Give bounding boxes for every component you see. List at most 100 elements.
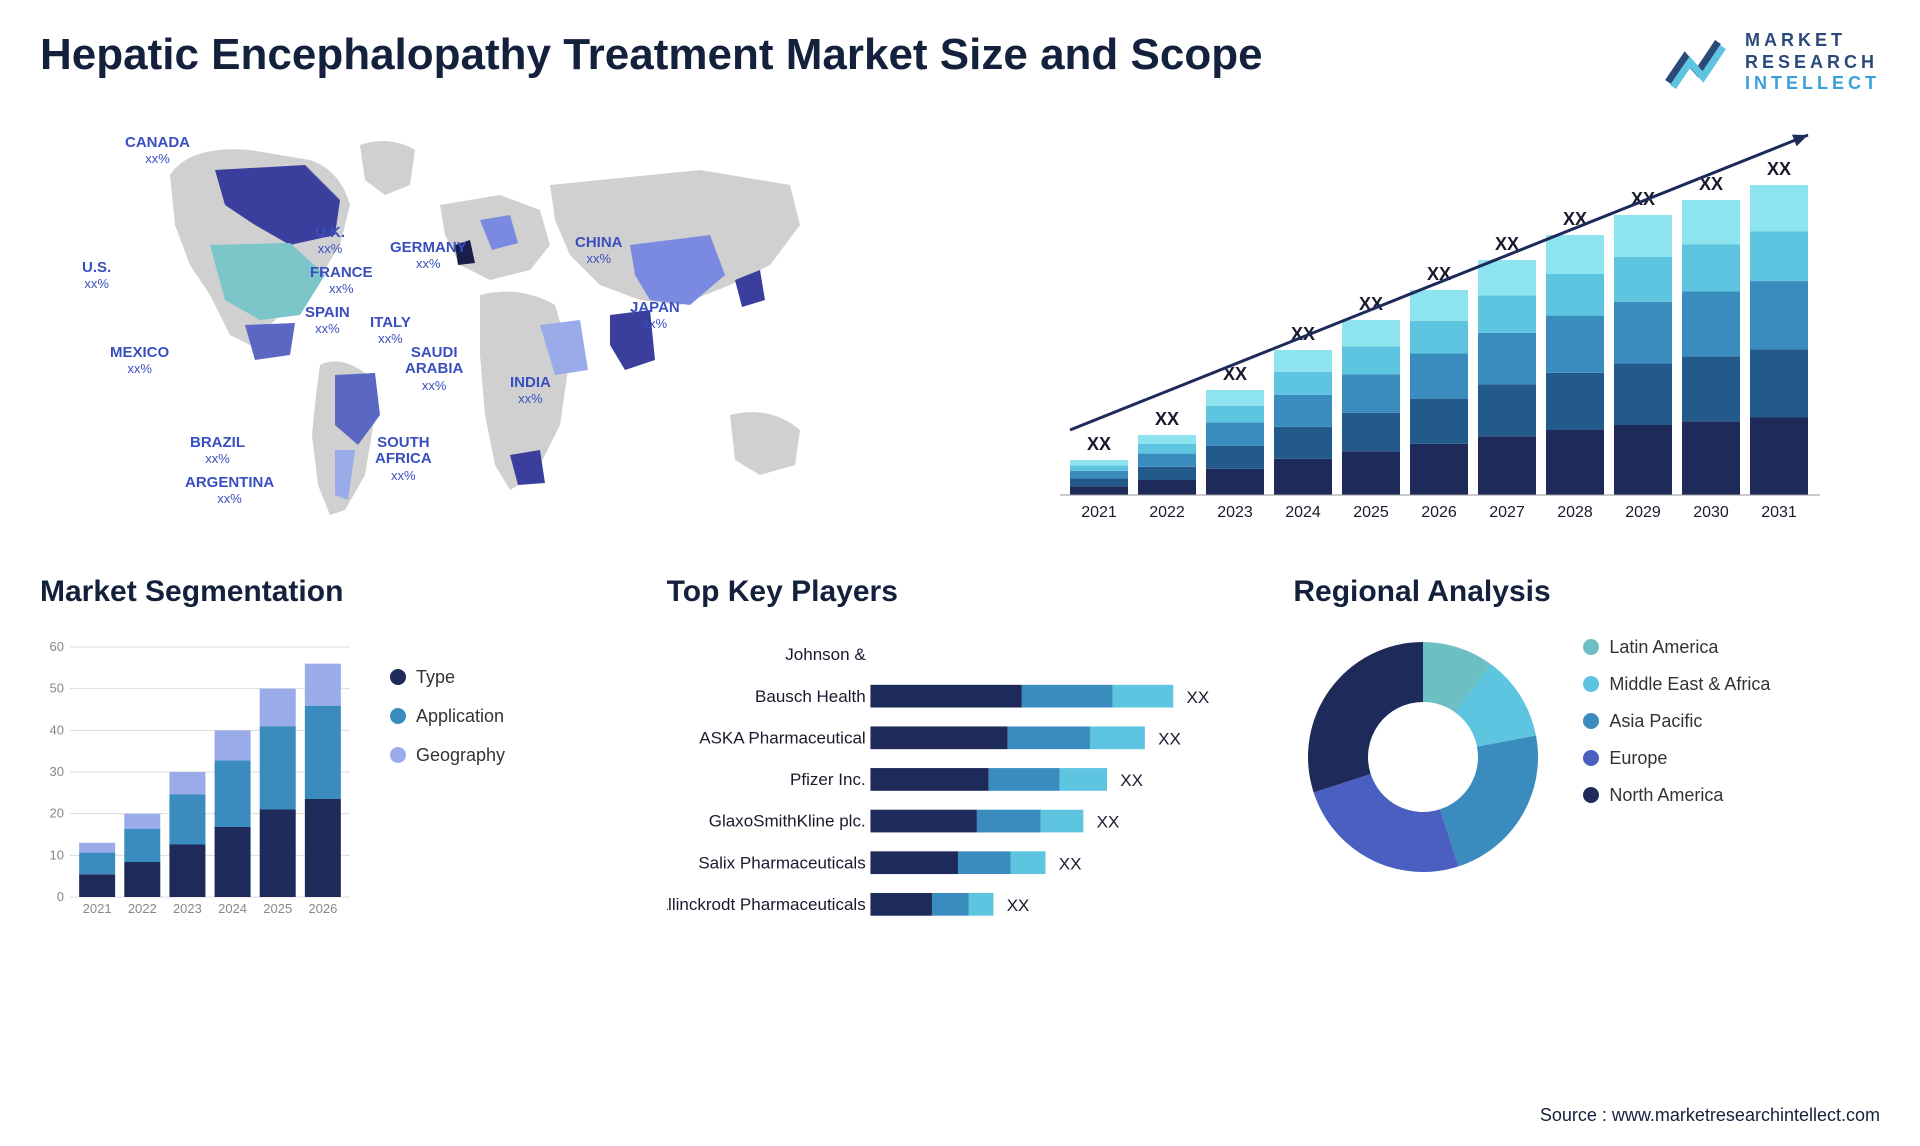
forecast-bar-segment — [1546, 315, 1604, 372]
forecast-bar-segment — [1138, 444, 1196, 454]
forecast-bar-segment — [1478, 384, 1536, 436]
forecast-bar-segment — [1682, 244, 1740, 291]
donut-segment — [1440, 735, 1538, 866]
regional-donut — [1293, 627, 1553, 887]
forecast-bar-segment — [1546, 235, 1604, 274]
forecast-bar-segment — [1750, 349, 1808, 417]
forecast-bar-segment — [1070, 460, 1128, 465]
legend-item: Europe — [1583, 748, 1770, 769]
forecast-year-label: 2027 — [1489, 504, 1525, 521]
map-label: FRANCExx% — [310, 265, 373, 298]
forecast-year-label: 2026 — [1421, 504, 1457, 521]
forecast-bar-segment — [1614, 425, 1672, 495]
seg-bar-segment — [305, 799, 341, 897]
forecast-bar-segment — [1614, 215, 1672, 257]
segmentation-panel: Market Segmentation 01020304050602021202… — [40, 575, 627, 955]
player-bar-segment — [1022, 685, 1113, 708]
logo-text-1: MARKET — [1745, 30, 1880, 52]
player-bar-segment — [1040, 809, 1083, 832]
map-label: INDIAxx% — [510, 375, 551, 408]
regional-title: Regional Analysis — [1293, 575, 1880, 609]
forecast-bar-segment — [1682, 200, 1740, 244]
seg-bar-segment — [305, 663, 341, 705]
seg-bar-segment — [124, 862, 160, 897]
player-bar-segment — [1059, 768, 1106, 791]
forecast-bar-segment — [1342, 451, 1400, 495]
forecast-bar-segment — [1274, 350, 1332, 372]
forecast-year-label: 2021 — [1081, 504, 1117, 521]
forecast-bar-segment — [1070, 478, 1128, 486]
seg-bar-segment — [169, 772, 205, 795]
seg-bar-segment — [79, 874, 115, 897]
seg-bar-segment — [169, 844, 205, 897]
donut-segment — [1308, 642, 1423, 793]
svg-text:2022: 2022 — [128, 901, 157, 916]
forecast-bar-value: XX — [1767, 159, 1791, 179]
player-name: Pfizer Inc. — [790, 770, 866, 789]
forecast-bar-segment — [1410, 353, 1468, 398]
svg-text:2025: 2025 — [263, 901, 292, 916]
forecast-bar-value: XX — [1155, 409, 1179, 429]
forecast-year-label: 2024 — [1285, 504, 1321, 521]
forecast-bar-segment — [1342, 413, 1400, 452]
svg-text:2021: 2021 — [83, 901, 112, 916]
forecast-bar-segment — [1614, 363, 1672, 425]
source-line: Source : www.marketresearchintellect.com — [1540, 1105, 1880, 1126]
forecast-year-label: 2022 — [1149, 504, 1185, 521]
player-bar-segment — [1007, 726, 1089, 749]
seg-bar-segment — [215, 760, 251, 827]
forecast-bar-segment — [1546, 373, 1604, 430]
svg-text:30: 30 — [50, 764, 64, 779]
segmentation-title: Market Segmentation — [40, 575, 627, 609]
map-label: U.S.xx% — [82, 260, 111, 293]
player-name: Bausch Health — [755, 687, 866, 706]
svg-text:20: 20 — [50, 805, 64, 820]
legend-item: Application — [390, 706, 505, 727]
forecast-bar-segment — [1138, 467, 1196, 480]
svg-text:50: 50 — [50, 680, 64, 695]
player-value: XX — [1006, 896, 1029, 915]
segmentation-legend: TypeApplicationGeography — [390, 627, 505, 927]
seg-bar-segment — [215, 827, 251, 897]
forecast-chart-panel: XX2021XX2022XX2023XX2024XX2025XX2026XX20… — [980, 115, 1880, 535]
forecast-bar-segment — [1546, 274, 1604, 316]
forecast-bar-segment — [1614, 257, 1672, 302]
seg-bar-segment — [169, 794, 205, 844]
player-bar-segment — [870, 726, 1007, 749]
logo-mark-icon — [1663, 32, 1733, 92]
player-bar-segment — [1112, 685, 1173, 708]
player-name: ASKA Pharmaceutical — [699, 728, 865, 747]
svg-text:2026: 2026 — [308, 901, 337, 916]
player-bar-segment — [932, 893, 969, 916]
forecast-year-label: 2025 — [1353, 504, 1389, 521]
forecast-bar-segment — [1410, 444, 1468, 495]
forecast-bar-segment — [1546, 430, 1604, 495]
forecast-bar-segment — [1206, 406, 1264, 423]
logo-text-2: RESEARCH — [1745, 52, 1880, 74]
forecast-bar-segment — [1410, 321, 1468, 354]
svg-text:10: 10 — [50, 847, 64, 862]
forecast-bar-segment — [1342, 346, 1400, 374]
map-label: CANADAxx% — [125, 135, 190, 168]
seg-bar-segment — [124, 828, 160, 861]
map-label: SOUTHAFRICAxx% — [375, 435, 432, 485]
player-value: XX — [1120, 771, 1143, 790]
forecast-bar-segment — [1410, 398, 1468, 443]
player-bar-segment — [969, 893, 994, 916]
forecast-bar-segment — [1206, 445, 1264, 468]
players-title: Top Key Players — [667, 575, 1254, 609]
seg-bar-segment — [305, 705, 341, 798]
forecast-bar-segment — [1070, 465, 1128, 471]
svg-text:40: 40 — [50, 722, 64, 737]
player-bar-segment — [870, 893, 932, 916]
forecast-bar-segment — [1070, 471, 1128, 479]
svg-text:60: 60 — [50, 639, 64, 654]
forecast-bar-segment — [1274, 395, 1332, 427]
forecast-bar-segment — [1206, 469, 1264, 495]
legend-item: North America — [1583, 785, 1770, 806]
forecast-bar-segment — [1138, 480, 1196, 495]
player-bar-segment — [988, 768, 1059, 791]
player-value: XX — [1186, 688, 1209, 707]
forecast-bar-segment — [1274, 372, 1332, 395]
forecast-bar-segment — [1478, 260, 1536, 295]
